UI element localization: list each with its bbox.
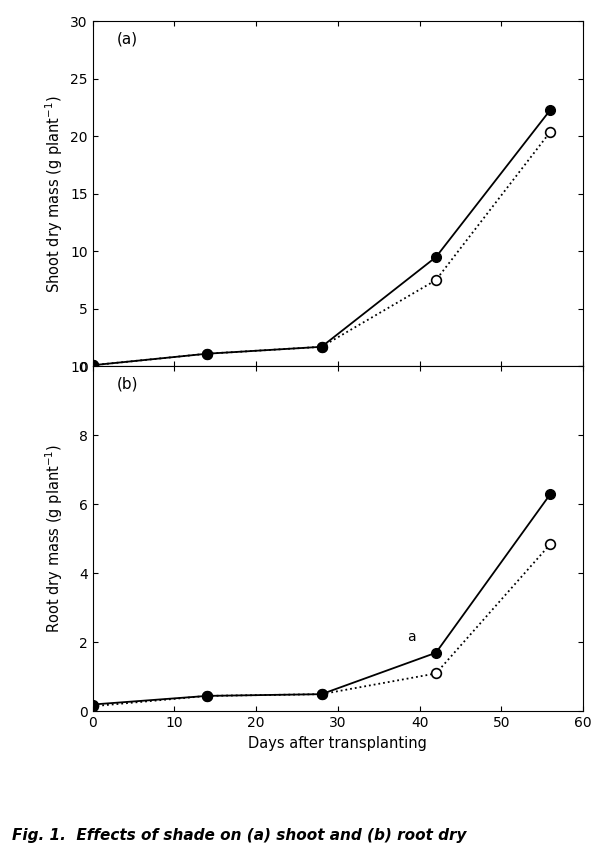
Text: (b): (b) [117,377,139,392]
Y-axis label: Root dry mass (g plant$^{-1}$): Root dry mass (g plant$^{-1}$) [43,444,65,634]
Text: a: a [407,630,416,644]
Text: Fig. 1.  Effects of shade on (a) shoot and (b) root dry: Fig. 1. Effects of shade on (a) shoot an… [12,828,466,843]
Text: (a): (a) [117,32,138,47]
Y-axis label: Shoot dry mass (g plant$^{-1}$): Shoot dry mass (g plant$^{-1}$) [43,95,65,292]
X-axis label: Days after transplanting: Days after transplanting [248,736,428,751]
